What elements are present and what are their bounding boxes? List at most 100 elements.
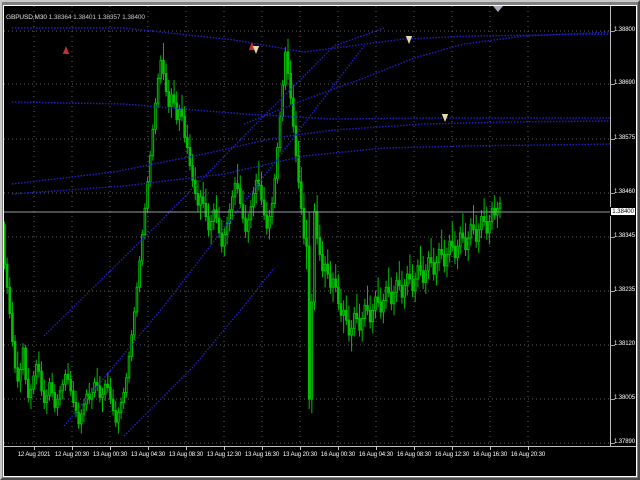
candle-body [48,382,51,397]
price-tick [611,31,615,32]
price-label: 1.38235 [614,287,635,293]
time-label: 16 Aug 20:30 [510,452,546,458]
candle-body [260,184,263,201]
candle-body [379,301,383,313]
candle-body [355,313,359,320]
candle-body [66,373,70,380]
candle-body [437,248,441,264]
time-label: 13 Aug 08:30 [168,452,204,458]
candle-body [416,265,420,280]
candle-body [156,77,160,104]
candle-body [273,178,277,204]
ohlc-values: 1.38364 1.38401 1.38357 1.38400 [48,14,145,21]
price-tick [611,443,615,444]
candle-body [421,270,425,283]
candle-body [374,296,377,311]
candle-body [413,278,417,292]
candle-body [329,273,332,288]
time-label: 13 Aug 16:30 [244,452,280,458]
candle-body [331,278,335,288]
candle-body [281,84,284,117]
time-tick [34,447,35,450]
candle-body [199,196,202,206]
time-tick [262,447,263,450]
candle-body [246,219,250,232]
time-tick [376,447,377,450]
candle-body [352,313,356,329]
candle-body [360,318,364,331]
candle-body [315,211,319,239]
candle-body [175,102,178,120]
candle-body [403,285,406,298]
candle-body [488,220,491,234]
chart-client-area[interactable]: GBPUSD,M30 1.38364 1.38401 1.38357 1.384… [3,5,637,477]
candle-body [276,146,279,180]
candle-body [305,237,308,247]
time-tick [338,447,339,450]
candle-body [24,347,27,380]
candle-body [313,211,316,303]
candle-body [178,109,181,120]
candle-body [138,260,141,288]
chart-plot-area[interactable] [4,6,612,446]
candle-body [292,97,295,127]
candle-body [252,193,255,208]
candle-body [419,265,422,272]
time-tick [452,447,453,450]
candle-body [363,304,367,320]
price-tick [611,345,615,346]
candle-body [85,393,88,405]
price-label: 1.38690 [614,80,635,86]
candle-body [183,115,186,139]
price-axis[interactable]: 1.38800 1.38690 1.38575 1.38460 1.38345 1.382… [610,6,636,446]
candle-body [236,183,239,190]
candle-body [87,393,91,400]
candle-body [61,383,65,392]
fractal-channel-upper-1 [12,27,612,53]
candle-body [347,319,351,336]
candle-body [90,392,94,400]
candle-body [148,155,152,183]
time-axis[interactable]: 12 Aug 2021 12 Aug 20:30 13 Aug 00:30 13 Au… [4,446,636,476]
candle-body [101,393,104,398]
time-label: 12 Aug 2021 [17,452,51,458]
candle-body [323,263,327,272]
candle-body [53,392,57,408]
fractal-channel-3 [11,120,612,185]
candle-body [474,229,478,242]
price-label: 1.38345 [614,233,635,239]
trend-ray-3 [123,267,275,437]
candle-body [427,257,430,272]
time-label: 12 Aug 20:30 [54,452,90,458]
price-tick [611,84,615,85]
candle-body [27,378,30,398]
candle-body [299,181,303,209]
candle-body [209,220,213,231]
candle-body [289,72,292,99]
candle-body [451,240,454,247]
time-tick [300,447,301,450]
candlestick-canvas[interactable] [4,6,612,446]
candle-body [45,395,49,403]
candle-body [490,207,494,222]
candle-body [8,286,12,315]
candle-body [146,181,149,209]
current-price-badge: 1.38400 [610,207,636,216]
candle-body [249,206,253,221]
candle-body [368,309,372,323]
candle-body [472,224,475,231]
candle-body [270,202,274,218]
candle-body [337,286,340,305]
candle-body [241,202,245,219]
candle-body [350,327,353,336]
candle-body [400,285,404,298]
candle-body [268,216,271,229]
candle-body [448,240,451,255]
candle-body [233,183,237,198]
candle-body [297,155,300,183]
candle-body [29,388,33,398]
fractal-channel-4 [11,143,612,195]
time-tick [528,447,529,450]
candle-body [326,263,330,275]
